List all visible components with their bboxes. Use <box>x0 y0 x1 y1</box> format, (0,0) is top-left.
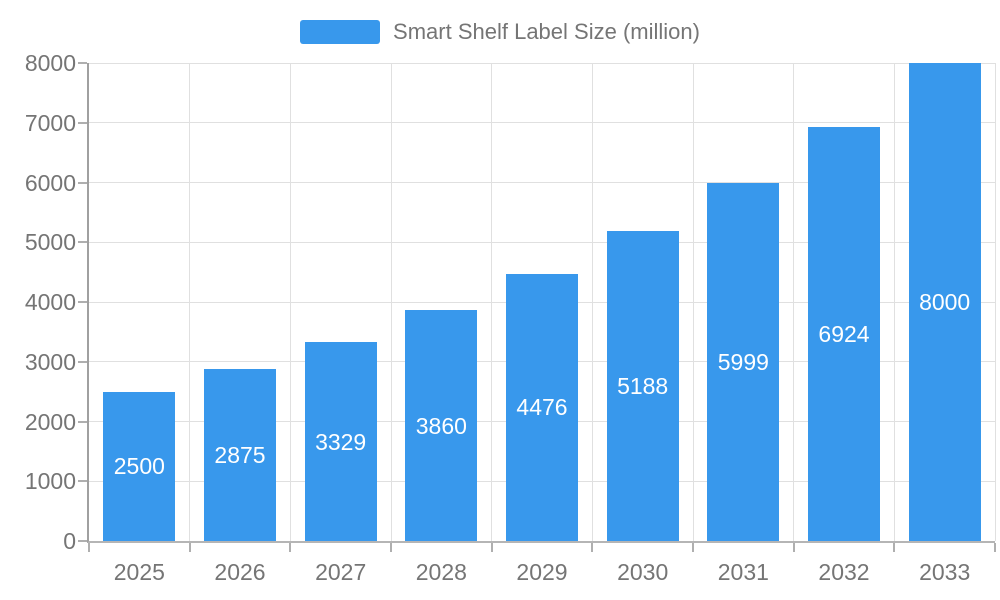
x-tick-mark <box>792 543 795 552</box>
bar: 6924 <box>808 127 880 541</box>
y-tick-label: 1000 <box>24 468 76 495</box>
x-tick-label: 2030 <box>617 559 669 585</box>
bar-value-label: 3860 <box>415 412 467 439</box>
y-tick-mark <box>78 540 87 542</box>
x-gridline <box>893 63 895 541</box>
x-gridline <box>692 63 694 541</box>
y-tick-mark <box>78 480 87 483</box>
x-tick-mark <box>289 543 292 552</box>
bar: 8000 <box>908 63 981 541</box>
x-tick-mark <box>490 543 493 552</box>
x-tick-mark <box>692 543 694 552</box>
bar: 2875 <box>204 369 276 541</box>
y-tick-label: 7000 <box>24 109 76 136</box>
bar: 3860 <box>405 310 478 541</box>
bar-value-label: 8000 <box>919 289 971 315</box>
bar: 3329 <box>304 342 377 541</box>
y-tick-mark <box>78 62 87 64</box>
bar-value-label: 3329 <box>315 428 367 455</box>
y-tick-label: 3000 <box>24 348 76 375</box>
y-tick-label: 0 <box>63 528 76 554</box>
x-tick-label: 2027 <box>315 559 367 585</box>
x-tick-label: 2032 <box>818 559 870 585</box>
y-tick-label: 2000 <box>24 408 76 435</box>
x-tick-label: 2033 <box>919 559 971 585</box>
y-tick-label: 8000 <box>24 50 76 76</box>
bar-value-label: 5188 <box>617 373 669 400</box>
x-gridline <box>289 63 291 541</box>
y-tick-mark <box>78 181 87 184</box>
y-tick-label: 5000 <box>24 229 76 256</box>
y-tick-label: 4000 <box>24 289 76 315</box>
x-gridline <box>189 63 191 541</box>
bar-value-label: 5999 <box>717 348 769 375</box>
y-tick-mark <box>78 241 87 244</box>
x-tick-label: 2031 <box>717 559 769 585</box>
y-tick-mark <box>78 121 87 124</box>
x-tick-mark <box>591 543 594 552</box>
bar-value-label: 2500 <box>113 453 165 480</box>
bar-value-label: 6924 <box>818 321 870 348</box>
bar: 5188 <box>606 231 679 541</box>
y-gridline <box>89 122 995 124</box>
x-tick-label: 2026 <box>214 559 266 585</box>
y-tick-mark <box>78 420 87 423</box>
x-gridline <box>793 63 795 541</box>
x-gridline <box>491 63 493 541</box>
bar-value-label: 4476 <box>516 394 568 421</box>
x-tick-label: 2025 <box>113 559 165 585</box>
y-gridline <box>89 182 995 183</box>
plot-area: 0 1000 2000 3000 4000 5000 6000 7000 8000 2500 202… <box>25 50 996 585</box>
y-gridline <box>89 241 995 243</box>
bar-value-label: 2875 <box>214 442 266 469</box>
y-tick-label: 6000 <box>24 169 76 196</box>
x-gridline <box>591 63 593 541</box>
x-tick-mark <box>994 543 996 552</box>
x-tick-label: 2028 <box>415 559 467 585</box>
x-gridline <box>994 63 996 541</box>
x-gridline <box>390 63 392 541</box>
x-tick-label: 2029 <box>516 559 568 585</box>
bar: 4476 <box>506 273 578 541</box>
legend-label[interactable]: Smart Shelf Label Size (million) <box>393 19 700 44</box>
x-tick-mark <box>88 543 90 552</box>
legend-swatch[interactable] <box>300 20 381 44</box>
bar: 5999 <box>707 182 780 541</box>
bar: 2500 <box>103 391 176 541</box>
y-tick-mark <box>78 301 87 303</box>
y-tick-mark <box>78 360 87 363</box>
x-tick-mark <box>390 543 392 552</box>
x-tick-mark <box>188 543 191 552</box>
x-tick-mark <box>893 543 896 552</box>
y-gridline <box>89 62 995 64</box>
legend[interactable]: Smart Shelf Label Size (million) <box>0 19 1000 45</box>
